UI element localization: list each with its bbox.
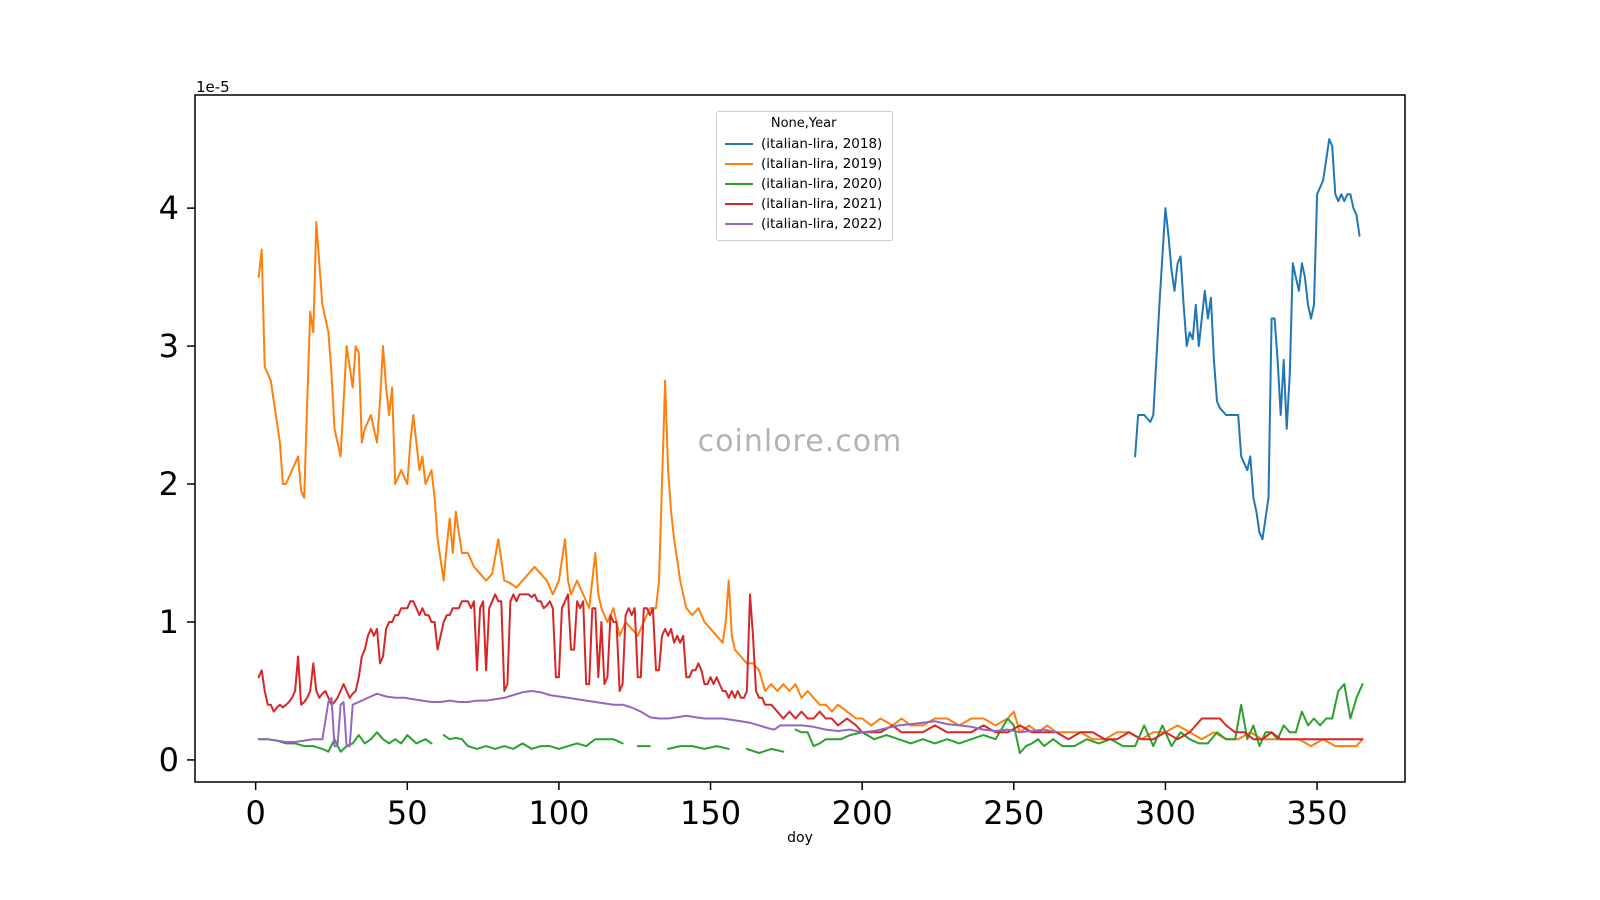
legend-line-swatch (725, 203, 753, 205)
legend-entry-label: (italian-lira, 2020) (761, 176, 883, 192)
x-tick-label: 350 (1287, 794, 1348, 832)
series-line (667, 745, 730, 750)
legend-line-swatch (725, 223, 753, 225)
legend-entry-label: (italian-lira, 2019) (761, 156, 883, 172)
legend-line-swatch (725, 163, 753, 165)
y-tick-label: 1 (159, 603, 179, 641)
legend-entry: (italian-lira, 2018) (725, 134, 882, 154)
y-axis-offset-text: 1e-5 (196, 78, 230, 96)
legend-line-swatch (725, 183, 753, 185)
legend-entry: (italian-lira, 2022) (725, 214, 882, 234)
legend-entry: (italian-lira, 2021) (725, 194, 882, 214)
legend-entry-label: (italian-lira, 2022) (761, 216, 883, 232)
series-line (257, 220, 1364, 748)
series-line (794, 683, 1364, 754)
legend-line-swatch (725, 143, 753, 145)
y-tick-label: 4 (159, 189, 179, 227)
legend-entry: (italian-lira, 2020) (725, 174, 882, 194)
watermark: coinlore.com (697, 424, 903, 459)
legend-entry-label: (italian-lira, 2018) (761, 136, 883, 152)
x-tick-label: 0 (245, 794, 265, 832)
series-line (745, 747, 785, 754)
legend: None,Year (italian-lira, 2018) (italian-l… (716, 111, 894, 241)
axes-spines (194, 94, 1406, 783)
series-line (442, 734, 624, 750)
x-tick-label: 200 (832, 794, 893, 832)
series-line (257, 731, 433, 753)
x-tick-label: 50 (387, 794, 428, 832)
x-tick-label: 300 (1135, 794, 1196, 832)
x-tick-label: 250 (983, 794, 1044, 832)
legend-entry: (italian-lira, 2019) (725, 154, 882, 174)
series-line (257, 690, 1058, 748)
x-tick-label: 150 (680, 794, 741, 832)
x-tick-label: 100 (528, 794, 589, 832)
series-line (257, 593, 1364, 741)
y-tick-label: 0 (159, 741, 179, 779)
legend-entry-label: (italian-lira, 2021) (761, 196, 883, 212)
series-line (1134, 138, 1361, 541)
x-axis-label: doy (787, 830, 813, 846)
legend-entries: (italian-lira, 2018) (italian-lira, 2019)… (725, 134, 882, 234)
y-tick-label: 2 (159, 465, 179, 503)
legend-title: None,Year (770, 116, 837, 131)
y-tick-label: 3 (159, 327, 179, 365)
